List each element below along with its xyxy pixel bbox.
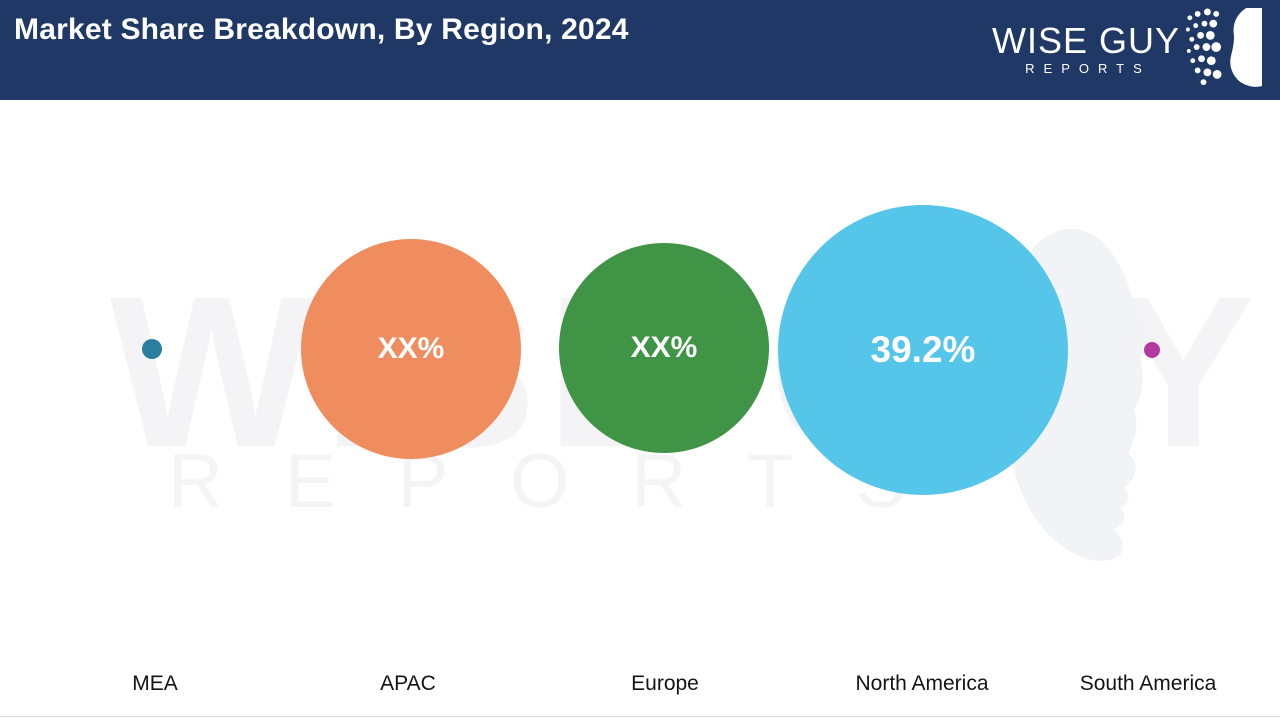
axis-label-europe: Europe bbox=[631, 672, 699, 695]
watermark-subtext: REPORTS bbox=[168, 439, 969, 524]
bubble-apac: XX% bbox=[301, 239, 521, 459]
header: Market Share Breakdown, By Region, 2024 … bbox=[0, 0, 1280, 100]
x-axis-line bbox=[0, 716, 1280, 717]
axis-label-north-america: North America bbox=[855, 672, 989, 695]
bubble-mea bbox=[142, 339, 162, 359]
axis-label-south-america: South America bbox=[1079, 672, 1217, 695]
logo-wordmark: WISE GUY bbox=[991, 20, 1180, 62]
bubble-europe: XX% bbox=[559, 243, 769, 453]
page-title: Market Share Breakdown, By Region, 2024 bbox=[14, 13, 629, 46]
axis-label-apac: APAC bbox=[380, 672, 436, 695]
bubble-chart: WISE GUY REPORTS XX% XX% 39.2% MEA APAC … bbox=[0, 100, 1280, 720]
bubble-south-america bbox=[1144, 342, 1160, 358]
wise-guy-face-icon bbox=[1185, 8, 1262, 87]
bubble-value-label: XX% bbox=[377, 332, 445, 365]
brand-logo: WISE GUY REPORTS bbox=[992, 8, 1262, 90]
logo-subtext: REPORTS bbox=[1025, 60, 1151, 76]
bubble-value-label: 39.2% bbox=[870, 329, 976, 370]
axis-label-mea: MEA bbox=[132, 672, 178, 695]
bubble-value-label: XX% bbox=[630, 331, 698, 364]
bubble-north-america: 39.2% bbox=[778, 205, 1068, 495]
logo-text: WISE GUY REPORTS bbox=[992, 22, 1180, 76]
